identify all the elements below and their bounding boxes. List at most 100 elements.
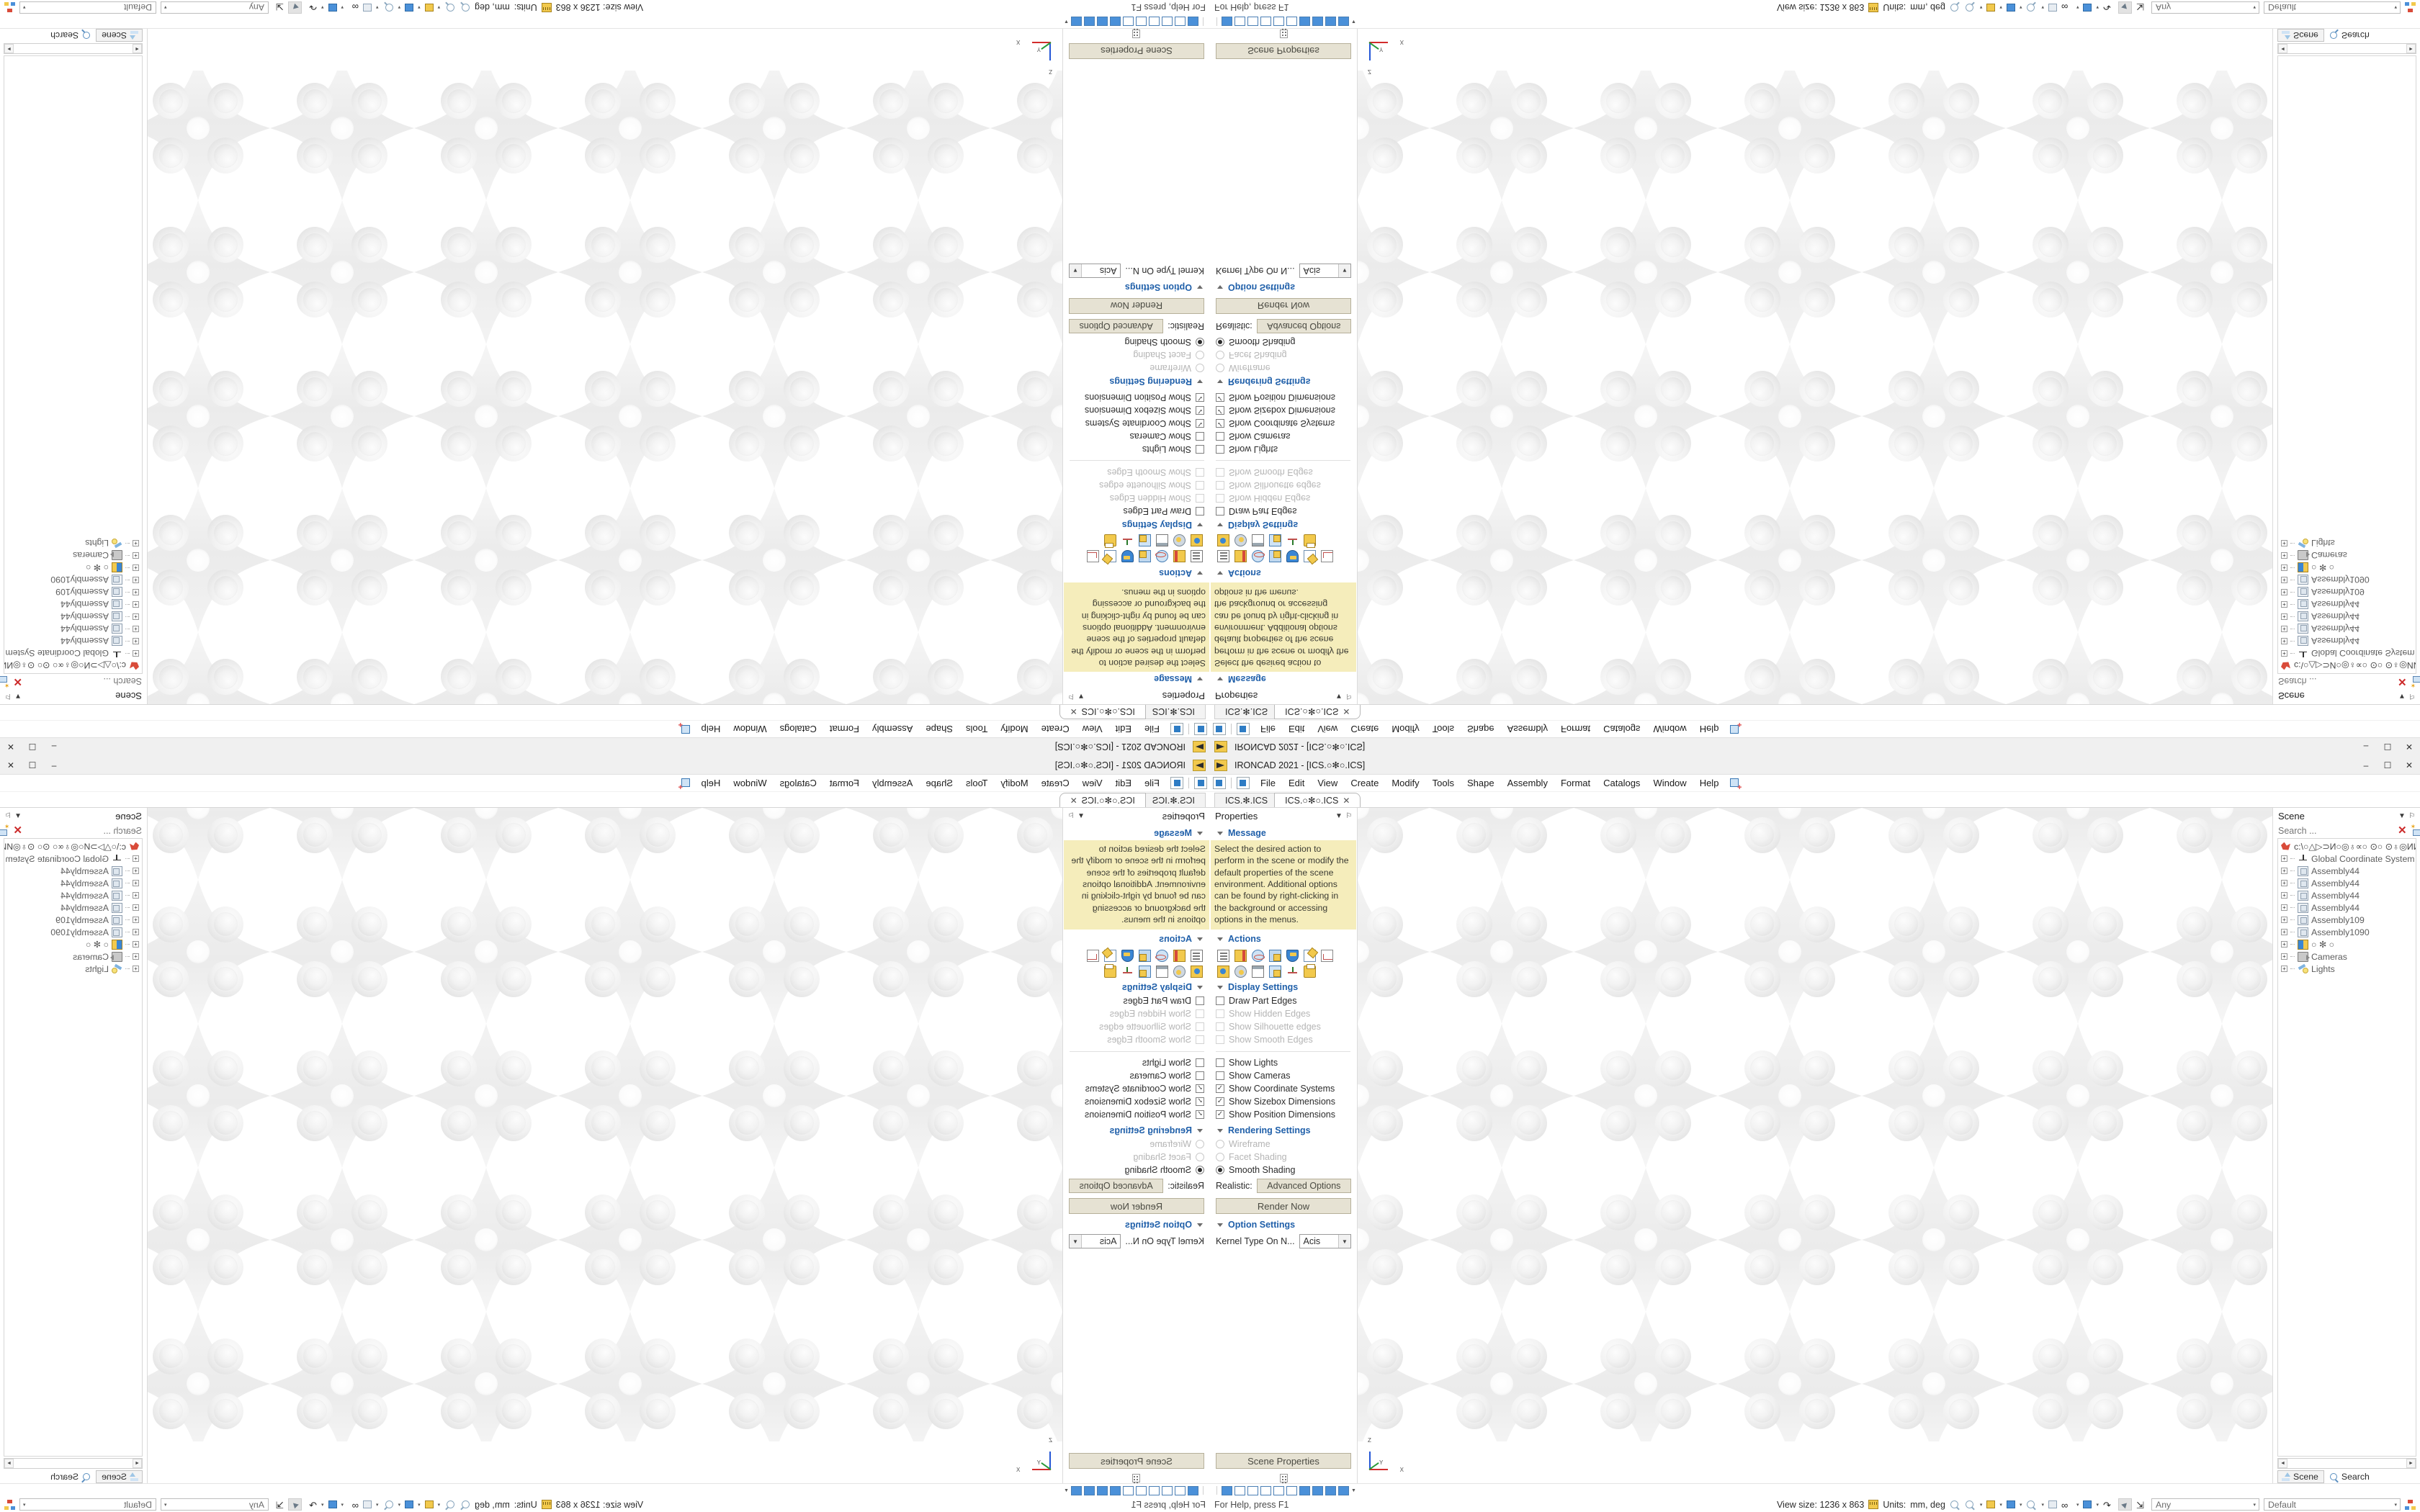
view-left-icon[interactable]: [1162, 17, 1173, 27]
menu-item-window[interactable]: Window: [733, 778, 767, 788]
checkbox-show-sizebox-dimensions[interactable]: [1216, 405, 1224, 415]
option-show-cameras[interactable]: Show Cameras: [1210, 1069, 1357, 1082]
stereo-view-icon[interactable]: ∞: [2061, 1499, 2069, 1511]
menu-item-edit[interactable]: Edit: [1288, 778, 1305, 788]
tree-item-assembly-1[interactable]: + Assembly44: [4, 635, 142, 647]
menu-item-window[interactable]: Window: [1653, 778, 1687, 788]
option-show-position-dimensions[interactable]: Show Position Dimensions: [1063, 1108, 1210, 1121]
expand-icon[interactable]: +: [133, 941, 139, 948]
chevron-down-icon[interactable]: ▼: [1064, 19, 1069, 24]
clear-search-icon[interactable]: ✕: [13, 824, 22, 837]
view-iso4-icon[interactable]: [1071, 17, 1082, 27]
section-display-settings[interactable]: Display Settings: [1210, 518, 1357, 534]
tab-scene[interactable]: Scene: [96, 29, 143, 42]
view-iso4-icon[interactable]: [1338, 1485, 1349, 1495]
view-iso3-icon[interactable]: [1084, 17, 1095, 27]
settings-gear-icon[interactable]: [1173, 534, 1186, 546]
advanced-options-button[interactable]: Advanced Options: [1069, 318, 1164, 333]
coordinate-axis-icon[interactable]: [1121, 534, 1134, 546]
expand-icon[interactable]: +: [133, 892, 139, 899]
section-display-settings[interactable]: Display Settings: [1063, 518, 1210, 534]
tree-item-root[interactable]: c:\○△▷⊃И○◎♁∝○ ⊙○ ⊙♁◎ИИ: [2278, 840, 2416, 852]
scene-cube-icon[interactable]: [1191, 966, 1203, 978]
expand-icon[interactable]: +: [133, 953, 139, 960]
new-scene-icon[interactable]: [1729, 778, 1742, 792]
view-top-icon[interactable]: [1273, 17, 1284, 27]
shape-style-icon[interactable]: [2048, 4, 2057, 12]
close-button[interactable]: ✕: [2405, 742, 2414, 752]
calendar-grid-icon[interactable]: [1156, 966, 1168, 978]
panel-grip[interactable]: [1210, 1473, 1357, 1483]
chevron-down-icon[interactable]: ▾: [2253, 4, 2256, 10]
view-iso2-icon[interactable]: [1312, 17, 1323, 27]
group-parts-icon[interactable]: [1139, 534, 1151, 546]
shield-surface-icon[interactable]: [1286, 549, 1299, 562]
hierarchy-icon[interactable]: [2405, 1499, 2416, 1510]
menu-item-assembly[interactable]: Assembly: [1507, 778, 1548, 788]
render-now-button[interactable]: Render Now: [1069, 297, 1204, 314]
view-top-icon[interactable]: [1136, 1485, 1147, 1495]
select-arrow-icon[interactable]: [288, 1, 302, 14]
tree-item-assembly1090[interactable]: + Assembly1090: [4, 926, 142, 938]
expand-icon[interactable]: +: [2281, 904, 2287, 911]
tab-scene[interactable]: Scene: [2277, 1470, 2324, 1483]
chevron-down-icon[interactable]: ▼: [1338, 264, 1350, 277]
view-iso2-icon[interactable]: [1097, 1485, 1108, 1495]
snap-settings-icon[interactable]: [2026, 1500, 2037, 1510]
render-mode-smooth-shading[interactable]: Smooth Shading: [1063, 336, 1210, 348]
group-parts-icon[interactable]: [1269, 534, 1281, 546]
section-actions[interactable]: Actions: [1063, 930, 1210, 946]
pick-filter-icon[interactable]: ⇲: [276, 1, 284, 13]
chevron-down-icon[interactable]: ▾: [2394, 4, 2397, 10]
coordinate-axis-icon[interactable]: [1286, 966, 1299, 978]
expand-icon[interactable]: +: [133, 929, 139, 935]
restore-window-icon[interactable]: [1213, 723, 1226, 735]
tree-item-assembly-2[interactable]: + Assembly44: [2278, 877, 2416, 889]
option-show-coordinate-systems[interactable]: Show Coordinate Systems: [1063, 417, 1210, 430]
snap-settings-icon[interactable]: [383, 3, 394, 13]
animation-icon[interactable]: [1156, 950, 1168, 963]
scene-search-input[interactable]: [2278, 676, 2394, 687]
panel-grip-icon[interactable]: [1132, 1474, 1141, 1482]
option-draw-part-edges[interactable]: Draw Part Edges: [1063, 994, 1210, 1007]
option-show-lights[interactable]: Show Lights: [1063, 1056, 1210, 1069]
render-style-icon[interactable]: [424, 4, 434, 12]
tab-search[interactable]: Search: [2326, 29, 2375, 42]
checkbox-show-coordinate-systems[interactable]: [1196, 418, 1204, 428]
chevron-down-icon[interactable]: ▾: [1979, 4, 1983, 10]
expand-icon[interactable]: +: [133, 552, 139, 559]
add-to-tree-icon[interactable]: [2411, 823, 2420, 836]
pin-icon[interactable]: ⚐: [2408, 692, 2416, 701]
view-back-icon[interactable]: [1234, 1485, 1245, 1495]
view-front-icon[interactable]: [1188, 17, 1198, 27]
checkbox-show-cameras[interactable]: [1196, 1071, 1204, 1081]
document-tab-2[interactable]: ICS.○✻○.ICS ✕: [1274, 793, 1361, 807]
view-right-icon[interactable]: [1260, 17, 1271, 27]
chevron-down-icon[interactable]: ▾: [2019, 1502, 2022, 1508]
checkbox-show-coordinate-systems[interactable]: [1216, 418, 1224, 428]
report-chart-icon[interactable]: [1087, 950, 1099, 963]
expand-icon[interactable]: +: [133, 577, 139, 584]
menu-item-format[interactable]: Format: [829, 778, 860, 788]
option-show-sizebox-dimensions[interactable]: Show Sizebox Dimensions: [1063, 404, 1210, 417]
tree-item-global-coordinate-system[interactable]: + Global Coordinate System: [4, 852, 142, 865]
tree-item-assembly-4[interactable]: + Assembly44: [4, 901, 142, 914]
scene-cube-icon[interactable]: [1217, 534, 1229, 546]
chevron-down-icon[interactable]: ▾: [1999, 1502, 2002, 1508]
menu-item-view[interactable]: View: [1317, 778, 1338, 788]
option-show-sizebox-dimensions[interactable]: Show Sizebox Dimensions: [1210, 404, 1357, 417]
edit-note-icon[interactable]: [1304, 950, 1316, 963]
scrollbar-track[interactable]: [14, 1459, 133, 1468]
view-iso2-icon[interactable]: [1312, 1485, 1323, 1495]
part-properties-icon[interactable]: [1234, 950, 1247, 963]
restore-document-icon[interactable]: [1170, 777, 1183, 789]
menu-item-tools[interactable]: Tools: [1432, 778, 1454, 788]
view-back-icon[interactable]: [1175, 17, 1186, 27]
expand-icon[interactable]: +: [133, 601, 139, 608]
select-arrow-icon[interactable]: [2118, 1498, 2132, 1511]
print-icon[interactable]: [1304, 964, 1316, 978]
tree-item-assembly-4[interactable]: + Assembly44: [4, 598, 142, 611]
option-draw-part-edges[interactable]: Draw Part Edges: [1063, 505, 1210, 518]
scene-tree-horizontal-scrollbar[interactable]: ◄ ►: [4, 43, 143, 54]
scene-tree[interactable]: c:\○△▷⊃И○◎♁∝○ ⊙○ ⊙♁◎ИИ + Global Coordina…: [2277, 55, 2416, 674]
